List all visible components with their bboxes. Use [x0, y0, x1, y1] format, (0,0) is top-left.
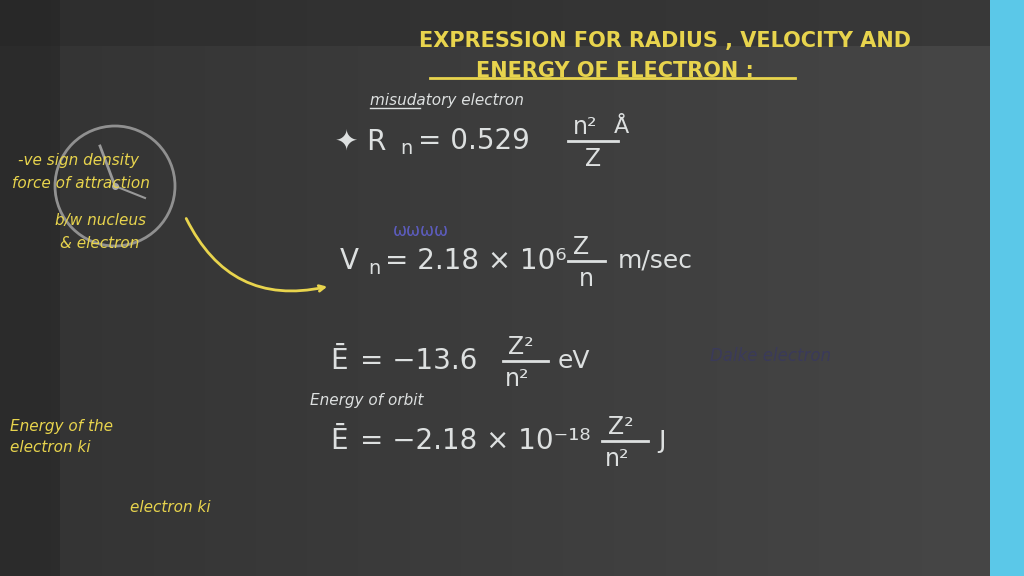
Text: electron ki: electron ki	[10, 441, 91, 456]
Text: Energy of orbit: Energy of orbit	[310, 393, 424, 408]
Text: ENERGY OF ELECTRON :: ENERGY OF ELECTRON :	[476, 61, 754, 81]
Bar	[0, 0, 666, 576]
Text: EXPRESSION FOR RADIUS , VELOCITY AND: EXPRESSION FOR RADIUS , VELOCITY AND	[419, 31, 911, 51]
Text: = −13.6: = −13.6	[360, 347, 477, 375]
Text: n²: n²	[605, 447, 630, 471]
Bar	[0, 0, 512, 576]
Text: ✦ R: ✦ R	[335, 127, 386, 155]
Bar	[0, 0, 256, 576]
Bar	[0, 0, 563, 576]
Bar	[0, 0, 307, 576]
Text: misudatory electron: misudatory electron	[370, 93, 524, 108]
Text: m/sec: m/sec	[618, 249, 693, 273]
Text: J: J	[658, 429, 666, 453]
Text: eV: eV	[558, 349, 591, 373]
Bar	[0, 0, 410, 576]
Bar	[0, 0, 358, 576]
Bar	[0, 0, 205, 576]
Text: = −2.18 × 10⁻¹⁸: = −2.18 × 10⁻¹⁸	[360, 427, 591, 455]
Bar	[0, 0, 60, 576]
Text: n: n	[368, 260, 380, 279]
Bar	[0, 0, 819, 576]
Text: = 2.18 × 10⁶: = 2.18 × 10⁶	[385, 247, 566, 275]
Bar	[990, 0, 1024, 576]
Text: Dalke electron: Dalke electron	[710, 347, 831, 365]
Text: Ē: Ē	[330, 427, 347, 455]
Text: Z: Z	[585, 147, 601, 171]
Text: Å: Å	[614, 117, 630, 137]
Bar	[0, 0, 717, 576]
Text: n²: n²	[573, 115, 597, 139]
Text: n: n	[579, 267, 594, 291]
Bar	[0, 0, 990, 46]
Text: force of attraction: force of attraction	[12, 176, 150, 191]
Text: ωωωω: ωωωω	[393, 222, 449, 240]
Text: Ē: Ē	[330, 347, 347, 375]
Bar	[0, 0, 154, 576]
Text: electron ki: electron ki	[130, 501, 211, 516]
Text: V: V	[340, 247, 359, 275]
Bar	[0, 0, 768, 576]
Bar	[0, 0, 461, 576]
Bar	[0, 0, 614, 576]
Text: b/w nucleus: b/w nucleus	[55, 214, 146, 229]
Bar	[0, 0, 51, 576]
Text: Energy of the: Energy of the	[10, 419, 113, 434]
Text: = 0.529: = 0.529	[418, 127, 529, 155]
Bar	[0, 0, 102, 576]
Bar	[0, 0, 870, 576]
Text: -ve sign density: -ve sign density	[18, 153, 139, 169]
Text: Z²: Z²	[508, 335, 534, 359]
FancyBboxPatch shape	[0, 0, 990, 576]
Text: & electron: & electron	[60, 236, 139, 251]
Text: n: n	[400, 139, 413, 158]
Text: Z: Z	[573, 235, 589, 259]
Text: n²: n²	[505, 367, 529, 391]
Text: Z²: Z²	[608, 415, 634, 439]
